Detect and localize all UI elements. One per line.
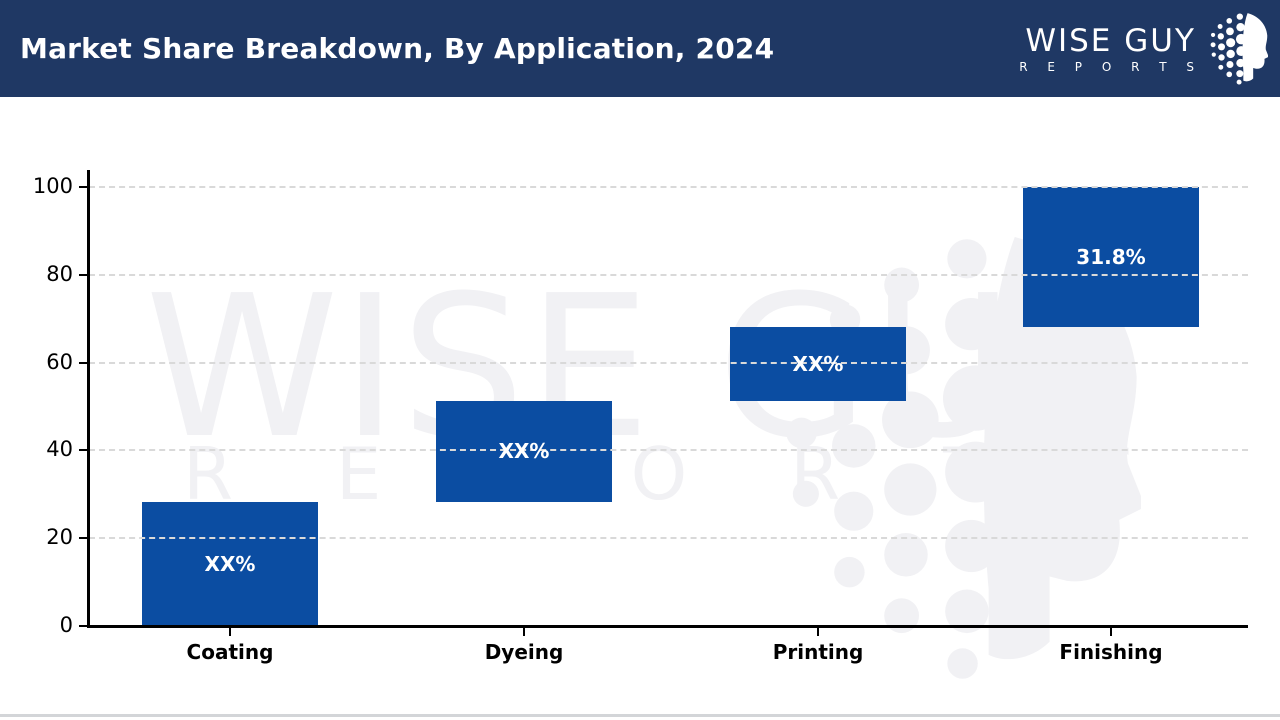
x-tick-label-dyeing: Dyeing — [484, 640, 564, 664]
x-tick-label-finishing: Finishing — [1059, 640, 1163, 664]
gridline-20 — [89, 537, 1248, 540]
y-tick-label-20: 20 — [46, 525, 73, 550]
y-axis-line — [87, 170, 90, 628]
x-tickmark-dyeing — [523, 627, 525, 636]
x-tick-label-coating: Coating — [186, 640, 274, 664]
brand-head-icon — [1210, 13, 1268, 85]
x-tickmark-coating — [229, 627, 231, 636]
bar-value-label-printing: XX% — [792, 351, 844, 376]
y-tickmark-80 — [79, 273, 88, 276]
y-tick-label-40: 40 — [46, 437, 73, 462]
brand-logo-text: WISE GUY R E P O R T S — [1019, 24, 1202, 74]
bar-printing — [730, 326, 906, 401]
x-tickmark-finishing — [1110, 627, 1112, 636]
gridline-40 — [89, 449, 1248, 452]
gridline-100 — [89, 186, 1248, 188]
brand-name: WISE GUY — [1025, 23, 1196, 59]
y-tick-label-60: 60 — [46, 349, 73, 374]
y-tick-label-100: 100 — [32, 174, 73, 198]
bar-value-label-coating: XX% — [204, 552, 256, 577]
bottom-rule — [0, 714, 1280, 717]
chart-title: Market Share Breakdown, By Application, … — [20, 32, 775, 65]
x-tick-label-printing: Printing — [772, 640, 864, 664]
y-tickmark-0 — [79, 625, 88, 627]
x-axis-line — [87, 625, 1248, 628]
y-tickmark-100 — [79, 186, 88, 188]
bar-value-label-dyeing: XX% — [498, 439, 550, 464]
bar-coating — [142, 502, 318, 626]
x-tickmark-printing — [817, 627, 819, 636]
y-tickmark-60 — [79, 361, 88, 364]
gridline-80 — [89, 273, 1248, 276]
y-tickmark-20 — [79, 537, 88, 540]
y-tick-label-80: 80 — [46, 261, 73, 286]
bar-dyeing — [436, 400, 612, 503]
brand-logo: WISE GUY R E P O R T S — [1018, 6, 1268, 92]
bar-finishing — [1023, 187, 1199, 327]
y-tickmark-40 — [79, 449, 88, 452]
gridline-60 — [89, 361, 1248, 364]
brand-subname: R E P O R T S — [1019, 60, 1202, 74]
header-bar: Market Share Breakdown, By Application, … — [0, 0, 1280, 97]
bar-value-label-finishing: 31.8% — [1076, 244, 1146, 269]
y-tick-label-0: 0 — [59, 613, 73, 637]
